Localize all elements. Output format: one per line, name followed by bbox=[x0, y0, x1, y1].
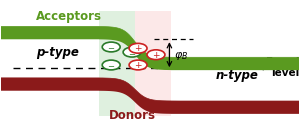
Bar bbox=[135, 11, 171, 116]
Ellipse shape bbox=[123, 47, 141, 57]
Text: $-$: $-$ bbox=[107, 60, 115, 70]
Text: n-type: n-type bbox=[216, 69, 259, 82]
Text: $-$: $-$ bbox=[107, 43, 115, 51]
Text: Donors: Donors bbox=[109, 109, 156, 122]
Ellipse shape bbox=[129, 60, 147, 70]
Text: $-$: $-$ bbox=[128, 48, 136, 57]
Polygon shape bbox=[1, 78, 299, 114]
Text: p-type: p-type bbox=[37, 46, 80, 59]
Ellipse shape bbox=[102, 42, 120, 52]
Polygon shape bbox=[1, 26, 299, 70]
Bar bbox=[99, 11, 135, 116]
Ellipse shape bbox=[129, 43, 147, 53]
Text: $+$: $+$ bbox=[152, 50, 160, 60]
Text: $+$: $+$ bbox=[134, 60, 142, 70]
Text: Acceptors: Acceptors bbox=[36, 10, 102, 23]
Text: $+$: $+$ bbox=[134, 43, 142, 53]
Ellipse shape bbox=[147, 50, 165, 60]
Ellipse shape bbox=[102, 60, 120, 70]
Text: Fermi
level: Fermi level bbox=[259, 57, 299, 78]
Text: $\varphi_B$: $\varphi_B$ bbox=[174, 50, 188, 62]
